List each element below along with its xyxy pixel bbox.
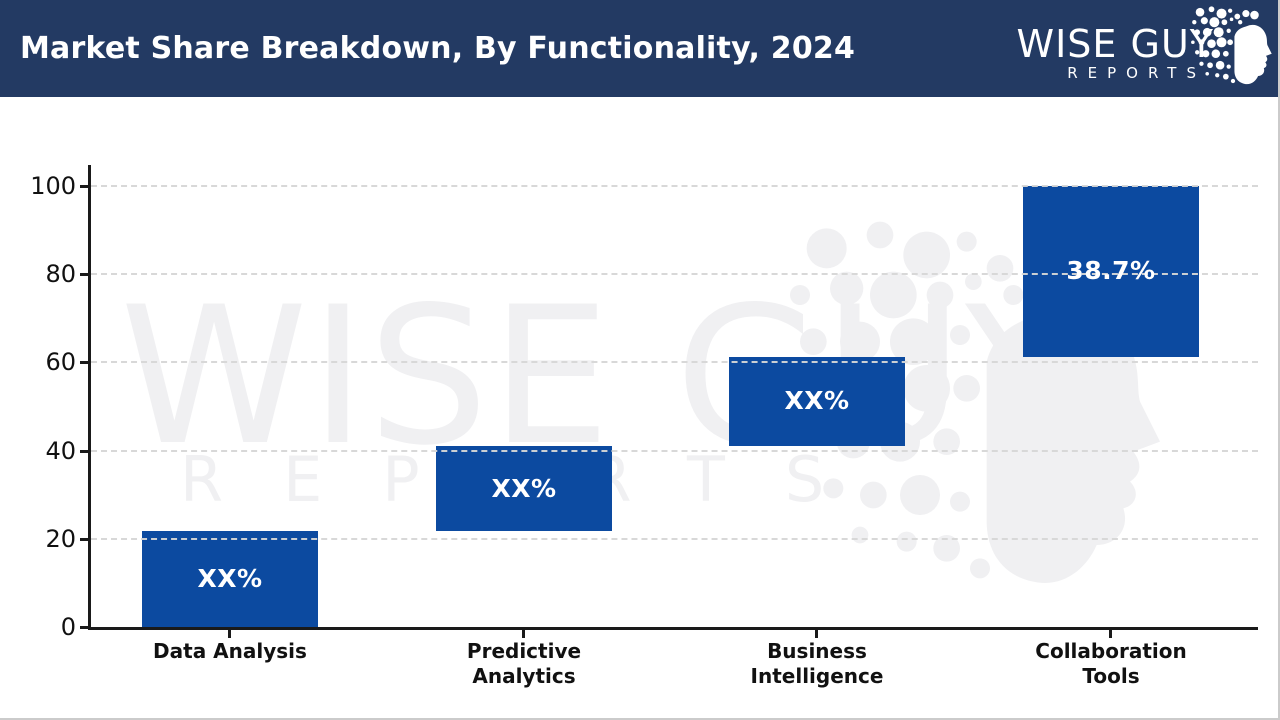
x-axis-tick-mark [228,630,231,638]
x-axis-category-label: Business Intelligence [750,639,884,688]
y-axis-tick-label: 80 [45,260,76,289]
gridline [91,361,1258,364]
x-axis-category-label: Data Analysis [153,639,307,663]
y-axis-tick-mark [80,361,88,365]
x-axis-tick-mark [522,630,525,638]
chart-title: Market Share Breakdown, By Functionality… [20,31,856,66]
gridline [91,273,1258,276]
x-axis-spine [88,627,1258,630]
bar-data-analysis [142,530,318,627]
logo-face-icon [1191,6,1272,85]
y-axis-tick-mark [80,626,88,629]
gridline [91,449,1258,452]
logo-brand-subtext: REPORTS [1067,64,1206,82]
y-axis-tick-label: 0 [60,613,76,641]
bar-value-label: XX% [197,563,263,593]
x-axis-tick-mark [815,630,818,638]
bar-business-intelligence [729,356,905,447]
y-axis-tick-mark [80,273,88,277]
y-axis-tick-label: 40 [45,436,76,465]
x-axis-category-label: Predictive Analytics [466,639,582,688]
y-axis-tick-mark [80,185,88,188]
y-axis-tick-label: 20 [45,524,76,553]
y-axis-spine [88,165,91,630]
bar-value-label: 38.7% [1066,256,1156,286]
wise-guy-logo: WISE GUY REPORTS [980,0,1278,97]
x-axis-category-label: Collaboration Tools [1035,639,1187,688]
y-axis-tick-label: 60 [45,348,76,377]
header-bar: Market Share Breakdown, By Functionality… [0,0,1278,97]
bar-value-label: XX% [491,473,557,503]
bar-predictive-analytics [436,446,612,531]
y-axis-tick-mark [80,537,88,541]
bar-collaboration-tools [1023,186,1199,357]
gridline [91,537,1258,540]
x-axis-tick-mark [1109,630,1112,638]
gridline [91,185,1258,187]
y-axis-tick-label: 100 [30,172,76,200]
y-axis-tick-mark [80,449,88,453]
logo-brand-text: WISE GUY [1016,22,1214,66]
bar-value-label: XX% [784,386,850,416]
